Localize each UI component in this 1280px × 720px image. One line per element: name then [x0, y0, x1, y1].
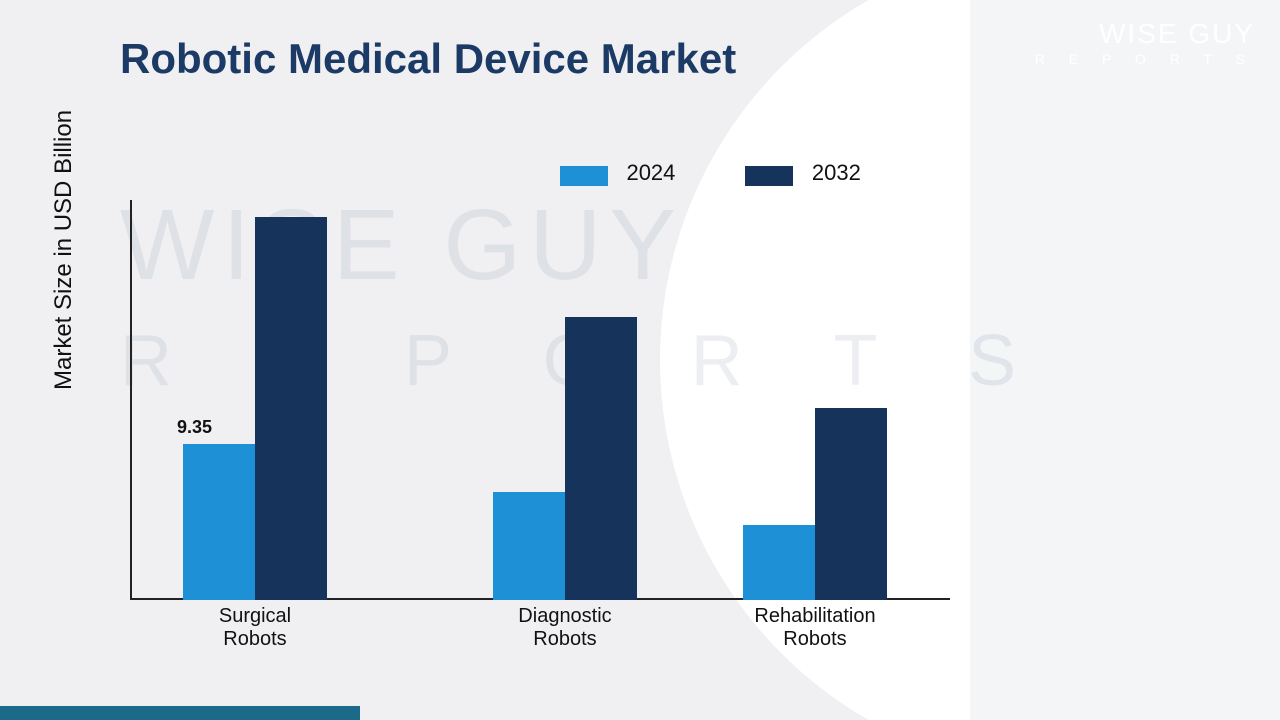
- category-label: Surgical Robots: [219, 605, 291, 651]
- legend-item-2024: 2024: [560, 160, 675, 186]
- brand-logo-line1: WISE GUY: [1035, 20, 1255, 48]
- legend: 2024 2032: [560, 160, 861, 186]
- chart-title: Robotic Medical Device Market: [120, 35, 736, 83]
- legend-swatch-2032: [745, 166, 793, 186]
- footer-accent-bar: [0, 706, 360, 720]
- bar-2032: [565, 317, 637, 600]
- bar-group: [743, 200, 887, 600]
- bar-2024: [493, 492, 565, 600]
- legend-item-2032: 2032: [745, 160, 860, 186]
- legend-label-2024: 2024: [626, 160, 675, 185]
- legend-swatch-2024: [560, 166, 608, 186]
- bar-2032: [255, 217, 327, 600]
- y-axis-line: [130, 200, 132, 600]
- stage: WISE GUY R E P O R T S Robotic Medical D…: [0, 0, 1280, 720]
- bar-group: [493, 200, 637, 600]
- bar-group: 9.35: [183, 200, 327, 600]
- bar-2024: [743, 525, 815, 600]
- category-label: Rehabilitation Robots: [754, 605, 875, 651]
- bar-value-label: 9.35: [177, 417, 212, 438]
- brand-logo: WISE GUY R E P O R T S: [1035, 20, 1255, 66]
- legend-label-2032: 2032: [812, 160, 861, 185]
- bar-2032: [815, 408, 887, 600]
- plot-area: 9.35Surgical RobotsDiagnostic RobotsReha…: [130, 200, 950, 600]
- bar-2024: [183, 444, 255, 600]
- y-axis-label: Market Size in USD Billion: [50, 110, 78, 390]
- category-label: Diagnostic Robots: [518, 605, 611, 651]
- brand-logo-line2: R E P O R T S: [1035, 52, 1255, 66]
